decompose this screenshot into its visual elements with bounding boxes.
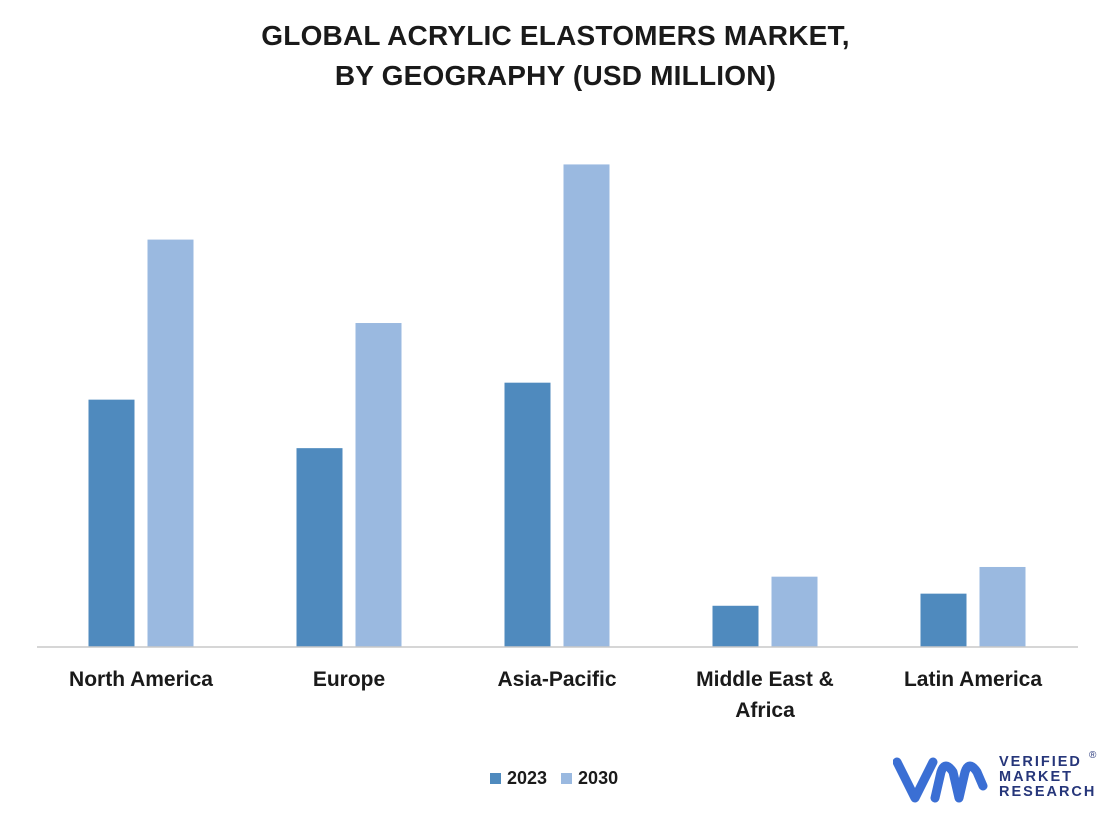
bar-2023-middle-east-africa — [712, 605, 759, 647]
legend-label-2023: 2023 — [507, 768, 548, 788]
logo-line-market: MARKET — [999, 769, 1074, 785]
bar-2023-asia-pacific — [504, 382, 551, 647]
legend-item-2023: 2023 — [490, 768, 547, 789]
chart-title-line-1: GLOBAL ACRYLIC ELASTOMERS MARKET, — [261, 20, 850, 51]
category-label-line: North America — [69, 668, 213, 691]
bar-2023-north-america — [88, 399, 135, 647]
legend-item-2030: 2030 — [561, 768, 618, 789]
bar-2030-latin-america — [979, 566, 1026, 647]
legend-swatch-2030 — [561, 773, 573, 784]
chart-title: GLOBAL ACRYLIC ELASTOMERS MARKET, BY GEO… — [0, 16, 1111, 96]
category-label: Asia-Pacific — [497, 668, 616, 691]
category-label-line: Middle East & — [696, 668, 834, 691]
chart-title-line-2: BY GEOGRAPHY (USD MILLION) — [334, 60, 777, 91]
category-label: North America — [69, 668, 213, 691]
registered-mark: ® — [1089, 750, 1097, 761]
bar-2030-europe — [355, 323, 402, 647]
category-label-line: Africa — [735, 699, 795, 722]
verified-market-research-logo: VERIFIED MARKET RESEARCH ® — [893, 750, 1103, 806]
category-label: Latin America — [904, 668, 1042, 691]
category-label: Middle East & Africa — [696, 668, 834, 722]
logo-text: VERIFIED MARKET RESEARCH — [999, 755, 1096, 800]
category-label-line: Asia-Pacific — [497, 668, 616, 691]
bars-group — [88, 164, 1026, 648]
category-labels-group: North America Europe Asia-Pacific Middle Ea… — [69, 668, 1042, 722]
logo-line-verified: VERIFIED — [999, 754, 1082, 770]
legend-swatch-2023 — [490, 773, 501, 784]
category-label: Europe — [313, 668, 385, 691]
bar-2030-north-america — [147, 239, 194, 647]
vmr-logo-mark-icon — [893, 757, 988, 803]
legend: 2023 2030 — [490, 768, 632, 789]
bar-2030-middle-east-africa — [771, 576, 818, 647]
bar-2023-europe — [296, 448, 343, 647]
legend-label-2030: 2030 — [578, 768, 619, 788]
category-label-line: Europe — [313, 668, 385, 691]
logo-line-research: RESEARCH — [999, 784, 1097, 800]
bar-2030-asia-pacific — [563, 164, 610, 648]
bar-2023-latin-america — [920, 593, 967, 647]
category-label-line: Latin America — [904, 668, 1042, 691]
